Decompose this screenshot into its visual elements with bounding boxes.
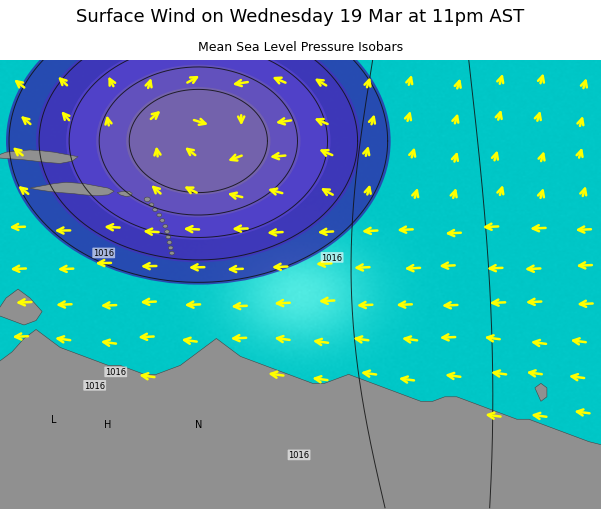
Text: H: H [105, 419, 112, 429]
Text: 1016: 1016 [84, 381, 105, 390]
Polygon shape [117, 192, 132, 197]
Circle shape [66, 43, 331, 240]
Circle shape [160, 219, 165, 223]
Circle shape [157, 214, 162, 217]
Text: 1016: 1016 [93, 249, 114, 258]
Circle shape [96, 66, 300, 218]
Circle shape [166, 236, 171, 239]
Text: 1016: 1016 [288, 450, 310, 460]
Circle shape [168, 246, 173, 250]
Circle shape [149, 204, 154, 207]
Circle shape [169, 252, 174, 256]
Circle shape [163, 225, 168, 229]
Text: N: N [195, 419, 202, 429]
Text: Mean Sea Level Pressure Isobars: Mean Sea Level Pressure Isobars [198, 41, 403, 54]
Text: Surface Wind on Wednesday 19 Mar at 11pm AST: Surface Wind on Wednesday 19 Mar at 11pm… [76, 8, 525, 26]
Polygon shape [0, 330, 601, 509]
Circle shape [167, 241, 172, 245]
Circle shape [153, 209, 157, 212]
Circle shape [165, 231, 169, 234]
Circle shape [144, 197, 150, 202]
Polygon shape [535, 384, 547, 402]
Text: L: L [51, 414, 57, 425]
Circle shape [126, 88, 270, 195]
Circle shape [36, 21, 361, 263]
Polygon shape [0, 290, 42, 325]
Polygon shape [30, 183, 114, 196]
Circle shape [6, 0, 391, 285]
Text: 1016: 1016 [322, 253, 343, 263]
Text: 1016: 1016 [105, 367, 126, 377]
Polygon shape [0, 151, 78, 164]
